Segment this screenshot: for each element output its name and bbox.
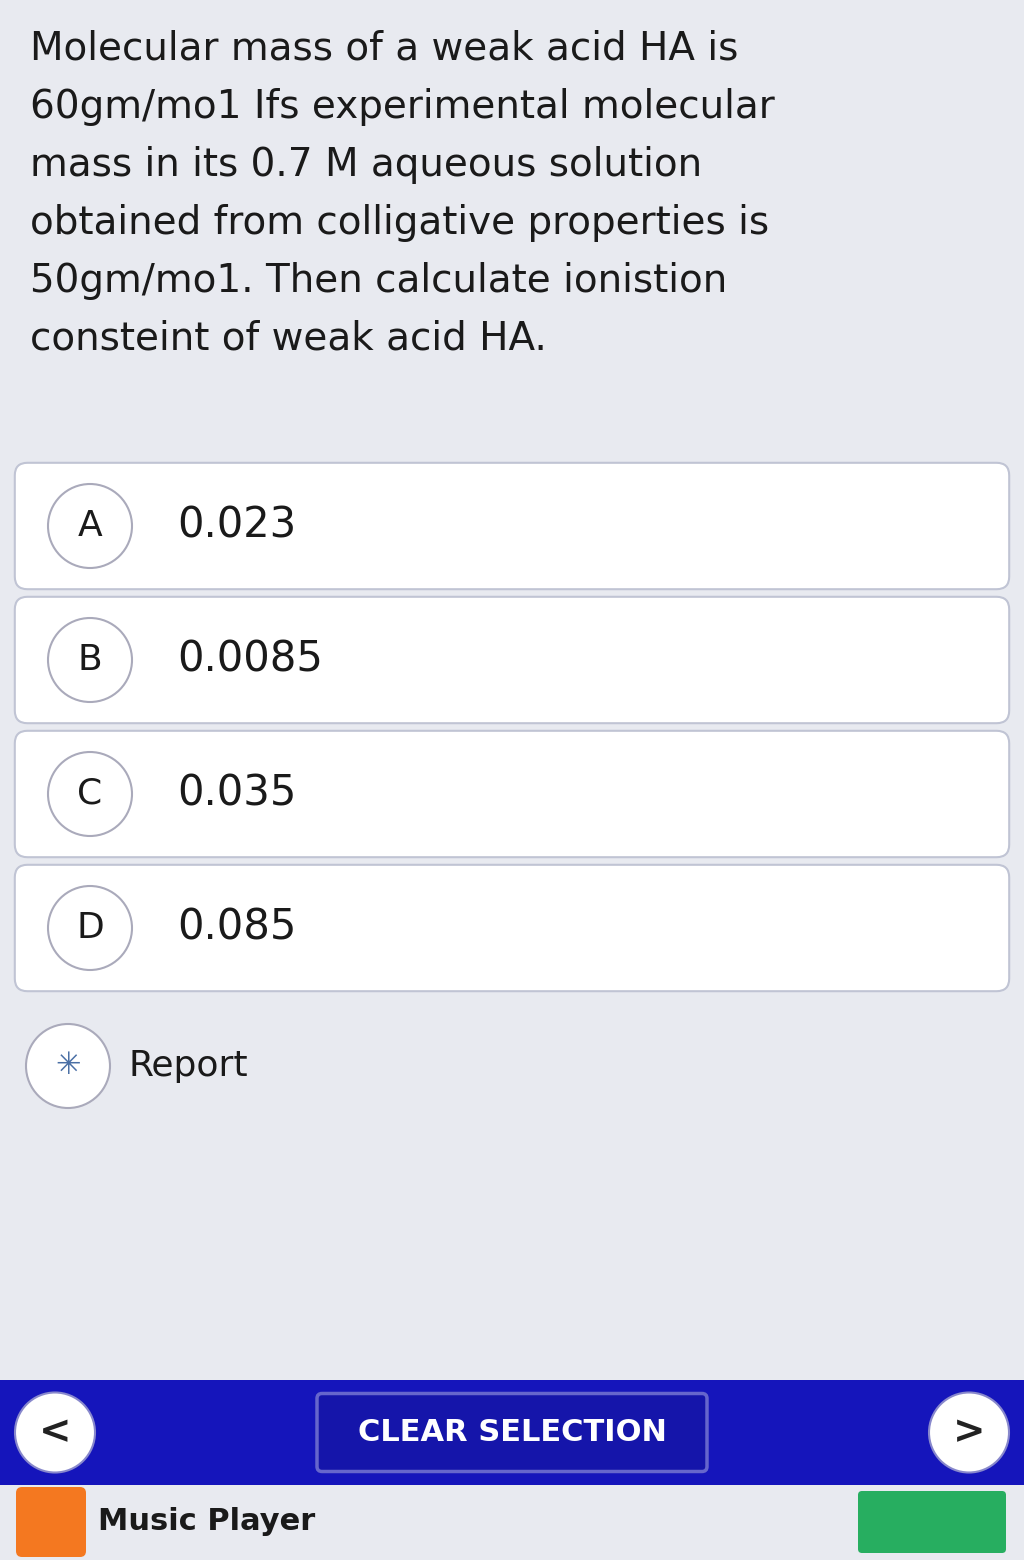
Text: obtained from colligative properties is: obtained from colligative properties is bbox=[30, 204, 769, 242]
FancyBboxPatch shape bbox=[14, 463, 1010, 590]
Text: Music Player: Music Player bbox=[98, 1507, 315, 1537]
Text: D: D bbox=[76, 911, 103, 945]
Text: A: A bbox=[78, 509, 102, 543]
Text: Molecular mass of a weak acid HA is: Molecular mass of a weak acid HA is bbox=[30, 30, 738, 69]
Text: CLEAR SELECTION: CLEAR SELECTION bbox=[357, 1418, 667, 1448]
Text: 0.023: 0.023 bbox=[177, 505, 296, 548]
Text: 0.0085: 0.0085 bbox=[177, 640, 323, 682]
Text: <: < bbox=[39, 1413, 72, 1451]
FancyBboxPatch shape bbox=[14, 730, 1010, 856]
Ellipse shape bbox=[15, 1393, 95, 1473]
FancyBboxPatch shape bbox=[0, 1381, 1024, 1485]
Ellipse shape bbox=[48, 484, 132, 568]
FancyBboxPatch shape bbox=[858, 1491, 1006, 1554]
Text: mass in its 0.7 M aqueous solution: mass in its 0.7 M aqueous solution bbox=[30, 147, 702, 184]
Text: B: B bbox=[78, 643, 102, 677]
Ellipse shape bbox=[48, 752, 132, 836]
FancyBboxPatch shape bbox=[317, 1393, 707, 1471]
Text: 60gm/mo1 Ifs experimental molecular: 60gm/mo1 Ifs experimental molecular bbox=[30, 87, 775, 126]
Text: 50gm/mo1. Then calculate ionistion: 50gm/mo1. Then calculate ionistion bbox=[30, 262, 727, 300]
Ellipse shape bbox=[48, 618, 132, 702]
Ellipse shape bbox=[26, 1023, 110, 1108]
Ellipse shape bbox=[48, 886, 132, 970]
Text: 0.035: 0.035 bbox=[177, 774, 296, 814]
Text: >: > bbox=[952, 1413, 985, 1451]
FancyBboxPatch shape bbox=[16, 1487, 86, 1557]
Text: Report: Report bbox=[128, 1048, 248, 1083]
Text: consteint of weak acid HA.: consteint of weak acid HA. bbox=[30, 320, 547, 357]
FancyBboxPatch shape bbox=[0, 1485, 1024, 1560]
Ellipse shape bbox=[929, 1393, 1009, 1473]
Text: ✳: ✳ bbox=[55, 1051, 81, 1081]
FancyBboxPatch shape bbox=[14, 864, 1010, 991]
Text: 0.085: 0.085 bbox=[177, 906, 296, 948]
FancyBboxPatch shape bbox=[14, 597, 1010, 724]
Text: C: C bbox=[78, 777, 102, 811]
